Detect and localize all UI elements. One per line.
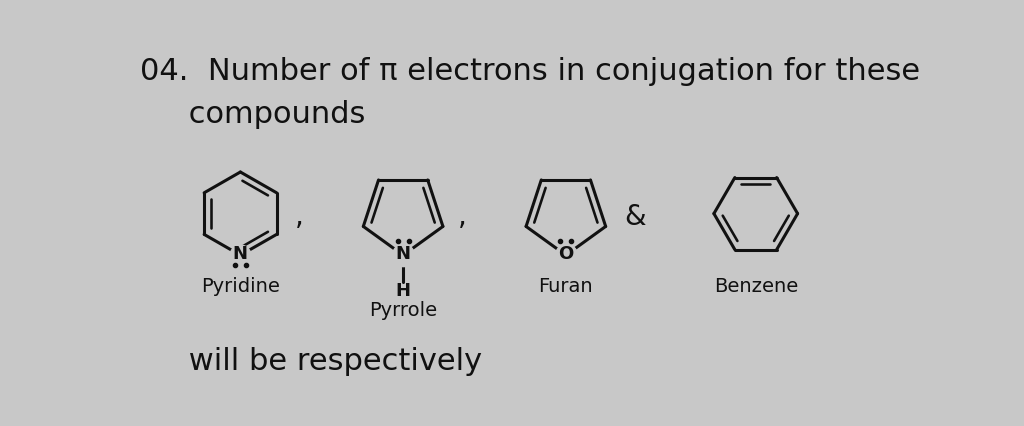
Text: &: & [624,204,646,231]
Text: O: O [558,245,573,263]
Text: compounds: compounds [139,101,365,130]
Text: Pyridine: Pyridine [201,277,280,296]
Text: will be respectively: will be respectively [139,347,481,376]
Text: ,: , [458,204,467,231]
Text: N: N [395,245,411,263]
Text: H: H [395,282,411,299]
Text: N: N [232,245,248,263]
Text: Benzene: Benzene [714,277,798,296]
Text: Pyrrole: Pyrrole [369,301,437,320]
Text: ,: , [295,204,304,231]
Text: 04.  Number of π electrons in conjugation for these: 04. Number of π electrons in conjugation… [139,57,920,86]
Text: Furan: Furan [539,277,593,296]
